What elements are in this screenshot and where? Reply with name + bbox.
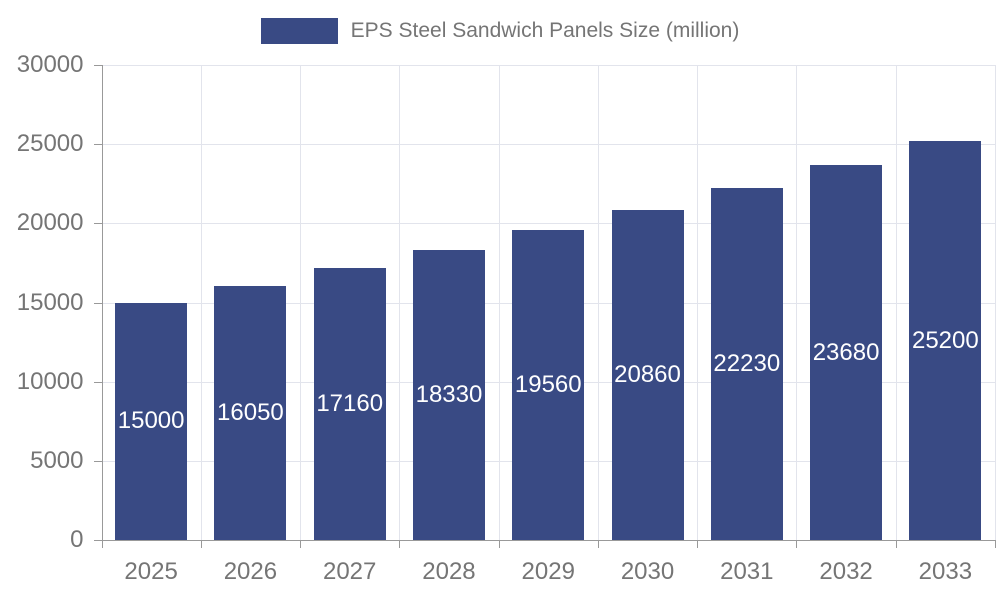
gridline-vertical: [498, 65, 500, 540]
x-axis-label: 2025: [124, 558, 178, 585]
y-axis-tick: [93, 460, 102, 462]
gridline-vertical: [300, 65, 302, 540]
bar-value-label: 22230: [713, 350, 781, 377]
x-axis-tick: [796, 540, 798, 548]
x-axis-label: 2031: [720, 558, 774, 585]
y-axis-tick: [93, 302, 102, 304]
bar-2030[interactable]: [611, 209, 684, 540]
y-axis-tick: [93, 540, 102, 541]
x-axis-label: 2026: [223, 558, 278, 585]
x-axis-tick: [498, 540, 500, 548]
x-axis-tick: [399, 540, 401, 548]
x-axis-tick: [101, 540, 103, 548]
x-axis-tick: [697, 540, 699, 548]
bar-2031[interactable]: [710, 188, 783, 540]
bar-2025[interactable]: [115, 302, 188, 540]
gridline-vertical: [200, 65, 202, 540]
x-axis-tick: [895, 540, 897, 548]
x-axis-label: 2028: [422, 558, 476, 585]
bar-value-label: 23680: [812, 338, 880, 366]
bar-2028[interactable]: [412, 249, 485, 540]
gridline-vertical: [597, 65, 599, 540]
gridline-vertical: [995, 65, 996, 540]
y-axis-label: 30000: [16, 51, 84, 78]
gridline-vertical: [796, 65, 798, 540]
y-axis-label: 5000: [30, 446, 84, 474]
bar-2026[interactable]: [214, 285, 287, 540]
bar-value-label: 20860: [614, 360, 681, 388]
x-axis-tick: [995, 540, 996, 548]
bar-value-label: 19560: [514, 371, 582, 399]
bar-2027[interactable]: [313, 268, 386, 540]
bar-value-label: 15000: [117, 407, 185, 435]
bar-2029[interactable]: [512, 230, 585, 540]
y-axis-label: 15000: [16, 288, 84, 316]
bar-value-label: 17160: [316, 390, 384, 418]
x-axis-label: 2027: [322, 558, 377, 585]
gridline-vertical: [697, 65, 699, 540]
y-axis-tick: [93, 144, 102, 146]
y-axis-label: 0: [70, 526, 84, 553]
gridline-horizontal: [101, 65, 995, 66]
x-axis-label: 2030: [620, 558, 675, 585]
bar-value-label: 18330: [415, 380, 483, 408]
x-axis-line: [101, 540, 995, 541]
gridline-horizontal: [101, 223, 995, 225]
y-axis-tick: [93, 65, 102, 66]
x-axis-label: 2029: [521, 558, 575, 585]
y-axis-tick: [93, 381, 102, 383]
y-axis-tick: [93, 223, 102, 225]
gridline-horizontal: [101, 144, 995, 146]
x-axis-label: 2033: [918, 558, 973, 585]
bar-value-label: 25200: [911, 326, 979, 354]
y-axis-label: 25000: [16, 130, 84, 158]
bar-2033[interactable]: [909, 141, 982, 540]
legend-item[interactable]: EPS Steel Sandwich Panels Size (million): [0, 18, 1000, 44]
x-axis-label: 2032: [819, 558, 873, 585]
y-axis-label: 20000: [16, 209, 84, 237]
x-axis-tick: [200, 540, 202, 548]
legend-swatch: [260, 18, 338, 44]
legend-label: EPS Steel Sandwich Panels Size (million): [350, 19, 740, 42]
gridline-vertical: [895, 65, 897, 540]
bar-2032[interactable]: [810, 165, 883, 540]
gridline-vertical: [399, 65, 401, 540]
y-axis-line: [101, 65, 103, 541]
bar-value-label: 16050: [217, 398, 284, 426]
x-axis-tick: [597, 540, 599, 548]
y-axis-label: 10000: [16, 367, 84, 395]
x-axis-tick: [300, 540, 302, 548]
